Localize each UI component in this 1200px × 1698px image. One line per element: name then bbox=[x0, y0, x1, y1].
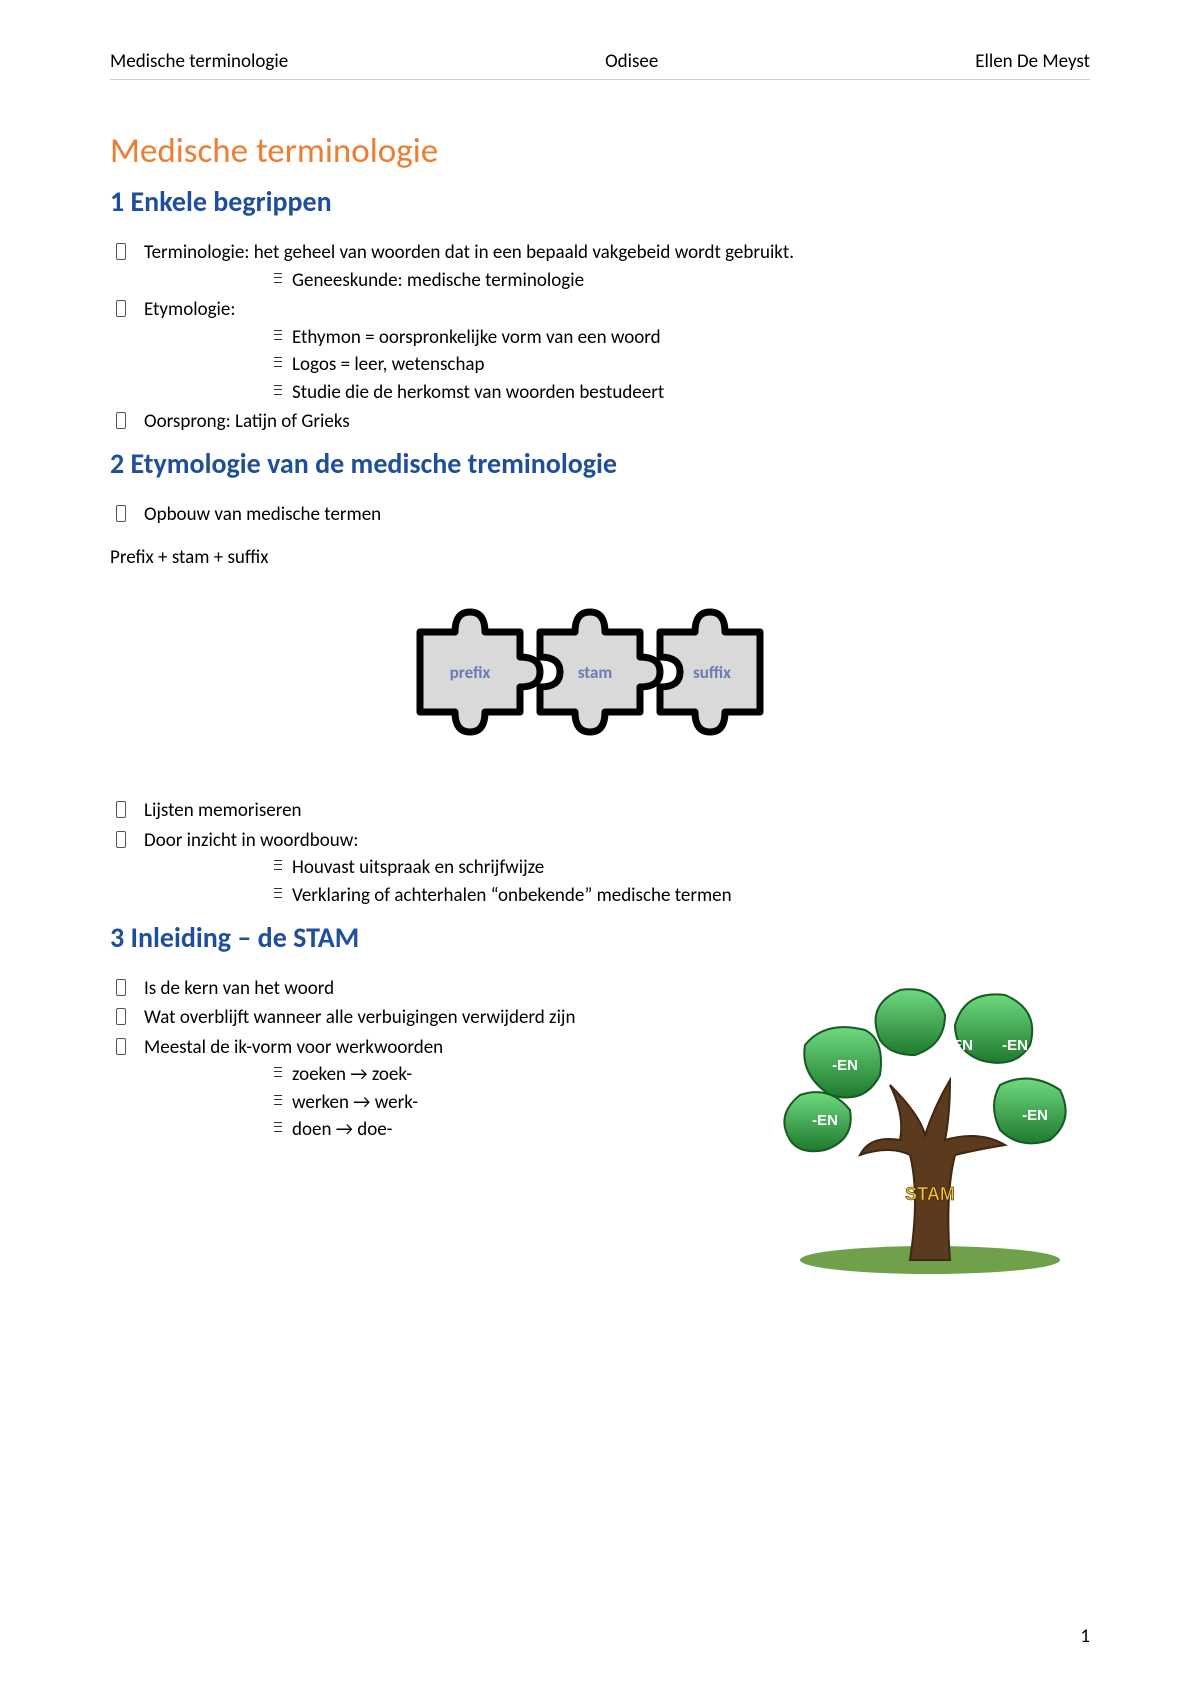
list-item-text: Door inzicht in woordbouw: bbox=[144, 829, 358, 852]
list-item: Lijsten memoriseren bbox=[110, 797, 1090, 825]
list-item: Is de kern van het woord bbox=[110, 975, 750, 1003]
list-item: Terminologie: het geheel van woorden dat… bbox=[110, 239, 1090, 294]
list-item-text: Is de kern van het woord bbox=[144, 977, 334, 1000]
tree-trunk bbox=[860, 1080, 1005, 1260]
tree-diagram: STAM -EN -EN -EN -EN -EN bbox=[770, 975, 1090, 1280]
tree-leaf-label: -EN bbox=[947, 1037, 973, 1054]
section-2-list-a: Opbouw van medische termen bbox=[110, 501, 1090, 529]
section-2-list-b: Lijsten memoriseren Door inzicht in woor… bbox=[110, 797, 1090, 909]
list-item-text: Wat overblijft wanneer alle verbuigingen… bbox=[144, 1006, 575, 1029]
list-item: Meestal de ik-vorm voor werkwoorden zoek… bbox=[110, 1034, 750, 1144]
sub-list-item: Ethymon = oorspronkelijke vorm van een w… bbox=[274, 324, 1090, 352]
tree-leaf-label: -EN bbox=[832, 1057, 858, 1074]
page-header: Medische terminologie Odisee Ellen De Me… bbox=[110, 50, 1090, 80]
list-item-text: Etymologie: bbox=[144, 298, 235, 321]
puzzle-diagram: prefix stam suffix bbox=[110, 587, 1090, 747]
section-1-heading: 1 Enkele begrippen bbox=[110, 184, 1090, 219]
list-item-text: Meestal de ik-vorm voor werkwoorden bbox=[144, 1036, 443, 1059]
list-item-text: Opbouw van medische termen bbox=[144, 503, 381, 526]
puzzle-icon: prefix stam suffix bbox=[400, 587, 800, 747]
sub-list-item: Studie die de herkomst van woorden bestu… bbox=[274, 379, 1090, 407]
list-item: Oorsprong: Latijn of Grieks bbox=[110, 408, 1090, 436]
sub-list: Houvast uitspraak en schrijfwijze Verkla… bbox=[144, 854, 1090, 909]
tree-trunk-label: STAM bbox=[905, 1184, 955, 1204]
list-item: Wat overblijft wanneer alle verbuigingen… bbox=[110, 1004, 750, 1032]
sub-list-item: doen → doe- bbox=[274, 1116, 750, 1144]
sub-list: Ethymon = oorspronkelijke vorm van een w… bbox=[144, 324, 1090, 407]
sub-list: Geneeskunde: medische terminologie bbox=[144, 267, 1090, 295]
header-center: Odisee bbox=[605, 50, 658, 73]
puzzle-label-prefix: prefix bbox=[450, 662, 491, 683]
sub-list-item: zoeken → zoek- bbox=[274, 1061, 750, 1089]
sub-list-item: Verklaring of achterhalen “onbekende” me… bbox=[274, 882, 1090, 910]
document-title: Medische terminologie bbox=[110, 130, 1090, 172]
list-item: Etymologie: Ethymon = oorspronkelijke vo… bbox=[110, 296, 1090, 406]
list-item-text: Terminologie: het geheel van woorden dat… bbox=[144, 241, 794, 264]
header-left: Medische terminologie bbox=[110, 50, 288, 73]
section-3-list: Is de kern van het woord Wat overblijft … bbox=[110, 975, 750, 1144]
header-right: Ellen De Meyst bbox=[975, 50, 1090, 73]
tree-leaf-label: -EN bbox=[812, 1112, 838, 1129]
list-item-text: Lijsten memoriseren bbox=[144, 799, 302, 822]
tree-leaf-label: -EN bbox=[1002, 1037, 1028, 1054]
sub-list-item: Houvast uitspraak en schrijfwijze bbox=[274, 854, 1090, 882]
section-3-text: Is de kern van het woord Wat overblijft … bbox=[110, 975, 750, 1146]
puzzle-label-stam: stam bbox=[578, 662, 613, 683]
page-number: 1 bbox=[1080, 1625, 1090, 1648]
sub-list-item: Logos = leer, wetenschap bbox=[274, 351, 1090, 379]
list-item: Door inzicht in woordbouw: Houvast uitsp… bbox=[110, 827, 1090, 910]
section-2-heading: 2 Etymologie van de medische treminologi… bbox=[110, 446, 1090, 481]
list-item-text: Oorsprong: Latijn of Grieks bbox=[144, 410, 350, 433]
sub-list-item: werken → werk- bbox=[274, 1089, 750, 1117]
formula-line: Prefix + stam + suffix bbox=[110, 546, 1090, 569]
sub-list-item: Geneeskunde: medische terminologie bbox=[274, 267, 1090, 295]
section-3-heading: 3 Inleiding – de STAM bbox=[110, 920, 1090, 955]
section-1-list: Terminologie: het geheel van woorden dat… bbox=[110, 239, 1090, 436]
tree-leaf bbox=[876, 989, 946, 1055]
section-3-row: Is de kern van het woord Wat overblijft … bbox=[110, 975, 1090, 1280]
puzzle-label-suffix: suffix bbox=[693, 662, 731, 683]
list-item: Opbouw van medische termen bbox=[110, 501, 1090, 529]
tree-icon: STAM -EN -EN -EN -EN -EN bbox=[770, 975, 1090, 1275]
sub-list: zoeken → zoek- werken → werk- doen → doe… bbox=[144, 1061, 750, 1144]
tree-leaf-label: -EN bbox=[1022, 1107, 1048, 1124]
